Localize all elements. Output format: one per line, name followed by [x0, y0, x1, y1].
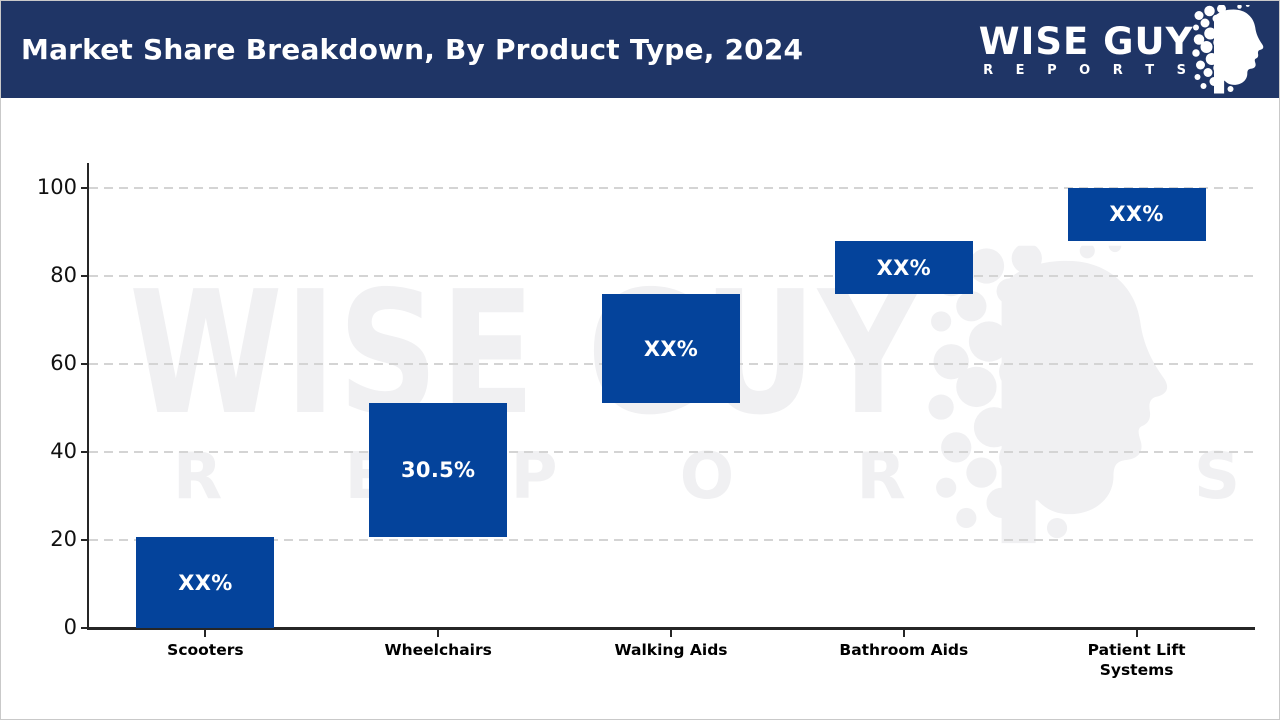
brand-logo: WISE GUY R E P O R T S — [977, 5, 1279, 95]
category-label: Scooters — [167, 641, 244, 659]
y-tick-label: 80 — [50, 263, 77, 287]
x-tick-mark — [1135, 630, 1138, 637]
bar: XX% — [834, 240, 973, 295]
y-tick-mark — [81, 627, 89, 629]
y-tick-label: 40 — [50, 439, 77, 463]
gridline — [89, 275, 1253, 277]
y-tick-mark — [81, 275, 89, 277]
category-label: Bathroom Aids — [839, 641, 969, 659]
bar: XX% — [136, 537, 275, 628]
x-tick-mark — [437, 630, 440, 637]
bar: XX% — [1067, 188, 1206, 241]
y-tick-mark — [81, 187, 89, 189]
x-axis — [87, 627, 1255, 630]
gridline — [89, 187, 1253, 189]
brand-logo-text: WISE GUY R E P O R T S — [977, 23, 1195, 77]
gridline — [89, 539, 1253, 541]
bar-value-label: XX% — [643, 336, 699, 361]
y-tick-mark — [81, 539, 89, 541]
bar-value-label: XX% — [178, 570, 233, 595]
y-tick-mark — [81, 451, 89, 453]
y-tick-label: 60 — [50, 351, 77, 375]
x-tick-mark — [902, 630, 905, 637]
bar: 30.5% — [369, 403, 508, 538]
bar-value-label: XX% — [876, 255, 931, 280]
category-label: Walking Aids — [614, 641, 728, 659]
bar: XX% — [602, 294, 740, 404]
x-tick-mark — [670, 630, 672, 637]
brand-head-icon — [1191, 5, 1267, 95]
category-label: Wheelchairs — [384, 641, 492, 659]
header-bar: Market Share Breakdown, By Product Type,… — [1, 1, 1279, 98]
y-tick-mark — [81, 363, 89, 365]
watermark-wordmark: WISE GUY — [129, 255, 921, 453]
y-axis — [87, 163, 89, 629]
brand-subname: R E P O R T S — [983, 62, 1195, 78]
bar-value-label: XX% — [1109, 202, 1164, 227]
category-label: Patient Lift Systems — [1087, 641, 1186, 680]
brand-name: WISE GUY — [978, 19, 1194, 63]
y-tick-label: 20 — [50, 527, 77, 551]
x-tick-mark — [204, 630, 207, 637]
gridline — [89, 451, 1253, 453]
y-tick-label: 100 — [36, 175, 77, 199]
y-tick-label: 0 — [63, 615, 77, 639]
bar-value-label: 30.5% — [401, 458, 476, 483]
page-title: Market Share Breakdown, By Product Type,… — [21, 33, 804, 66]
